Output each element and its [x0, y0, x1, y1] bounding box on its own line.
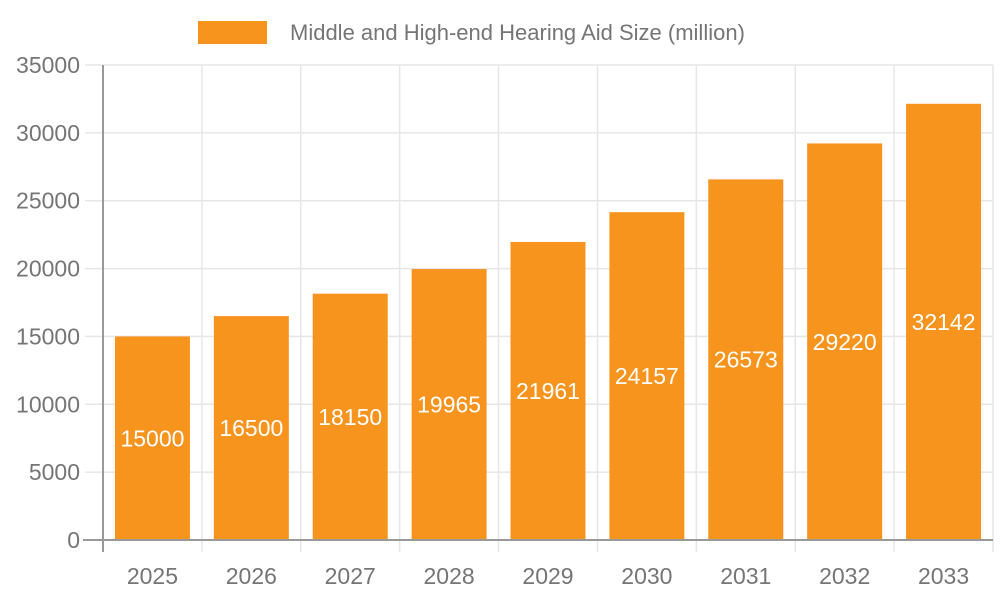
legend-swatch-icon[interactable]	[198, 21, 267, 44]
bar-value-label: 19965	[417, 392, 481, 418]
y-tick-label: 35000	[16, 52, 80, 78]
bar-2031	[708, 179, 784, 540]
gridlines	[85, 64, 994, 552]
y-tick-label: 10000	[16, 391, 80, 417]
x-tick-label: 2025	[127, 563, 178, 589]
x-tick-label: 2031	[720, 563, 771, 589]
y-tick-label: 25000	[16, 188, 80, 214]
bar-value-label: 24157	[615, 363, 679, 389]
bar-2033	[906, 103, 982, 540]
y-tick-label: 5000	[29, 459, 80, 485]
bars: 15000 16500 18150 19965 21961 24157 26573 29220…	[114, 103, 982, 540]
bar-value-label: 21961	[516, 378, 580, 404]
x-tick-label: 2032	[819, 563, 870, 589]
bar-value-label: 26573	[714, 347, 778, 373]
axis-tick-labels: 2025 2026 2027 2028 2029 2030 2031 2032 2033 0 500…	[16, 52, 969, 589]
bar-value-label: 16500	[219, 415, 283, 441]
bar-2029	[510, 241, 586, 540]
y-tick-label: 30000	[16, 120, 80, 146]
y-tick-label: 15000	[16, 323, 80, 349]
legend[interactable]: Middle and High-end Hearing Aid Size (mi…	[198, 20, 745, 45]
x-tick-label: 2028	[424, 563, 475, 589]
bar-2032	[807, 143, 883, 540]
x-tick-label: 2029	[522, 563, 573, 589]
axes	[83, 65, 993, 552]
x-tick-label: 2033	[918, 563, 969, 589]
y-tick-label: 0	[67, 527, 80, 553]
bar-2028	[411, 269, 487, 540]
bar-2030	[609, 212, 685, 540]
x-tick-label: 2026	[226, 563, 277, 589]
bar-2027	[312, 293, 388, 540]
legend-label: Middle and High-end Hearing Aid Size (mi…	[290, 20, 745, 45]
bar-2025	[114, 336, 190, 540]
x-tick-label: 2030	[621, 563, 672, 589]
y-tick-label: 20000	[16, 256, 80, 282]
bar-value-label: 32142	[912, 309, 976, 335]
bar-value-label: 15000	[120, 425, 184, 451]
bar-value-label: 18150	[318, 404, 382, 430]
bar-value-label: 29220	[813, 329, 877, 355]
bar-2026	[213, 316, 289, 540]
x-tick-label: 2027	[325, 563, 376, 589]
